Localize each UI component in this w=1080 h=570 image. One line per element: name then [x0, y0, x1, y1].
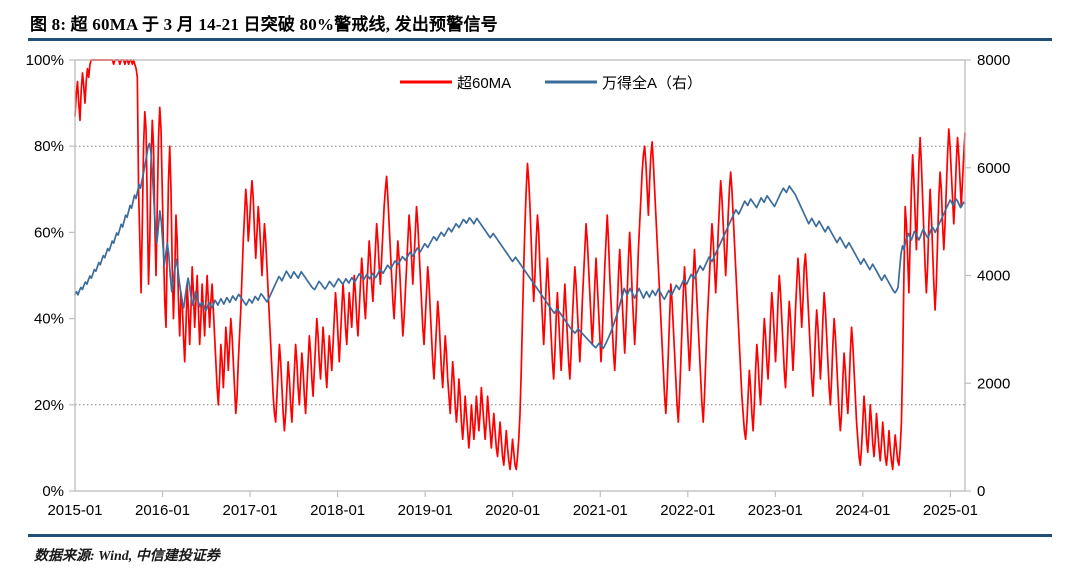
- y-tick-label-right: 4000: [977, 268, 1010, 285]
- y-axis-right-ticks: 0 2000 4000 6000 8000: [965, 52, 1010, 500]
- plot-border: [74, 59, 966, 492]
- series-line: [74, 142, 966, 350]
- y-tick-label-right: 8000: [977, 52, 1010, 69]
- x-tick-label: 2024-01: [835, 502, 890, 519]
- x-tick-label: 2016-01: [135, 502, 190, 519]
- x-tick-label: 2017-01: [223, 502, 278, 519]
- chart-area: 0% 20% 40% 60% 80% 100% 0 2000 4000 6000 8000 201…: [0, 42, 1080, 532]
- y-tick-label-right: 6000: [977, 160, 1010, 177]
- x-tick-label: 2019-01: [398, 502, 453, 519]
- legend-label: 万得全A（右）: [602, 74, 702, 92]
- figure-title: 图 8: 超 60MA 于 3 月 14-21 日突破 80%警戒线, 发出预警…: [30, 15, 498, 34]
- y-tick-label-left: 40%: [34, 311, 64, 328]
- x-axis-ticks: 2015-01 2016-01 2017-01 2018-01 2019-01 2020-…: [47, 491, 978, 519]
- y-tick-label-right: 0: [977, 483, 985, 500]
- x-tick-label: 2018-01: [310, 502, 365, 519]
- series-lines: [74, 59, 966, 471]
- x-tick-label: 2025-01: [923, 502, 978, 519]
- y-tick-label-left: 60%: [34, 224, 64, 241]
- source-divider: [28, 534, 1052, 537]
- y-tick-label-left: 0%: [42, 483, 64, 500]
- line-chart: 0% 20% 40% 60% 80% 100% 0 2000 4000 6000 8000 201…: [26, 52, 1011, 519]
- series-line: [74, 59, 966, 471]
- x-tick-label: 2015-01: [47, 502, 102, 519]
- chart-legend: 超60MA 万得全A（右）: [400, 74, 702, 92]
- title-divider: [28, 38, 1052, 41]
- y-axis-left-ticks: 0% 20% 40% 60% 80% 100%: [26, 52, 75, 500]
- x-tick-label: 2023-01: [748, 502, 803, 519]
- x-tick-label: 2020-01: [485, 502, 540, 519]
- x-tick-label: 2022-01: [660, 502, 715, 519]
- y-tick-label-left: 100%: [26, 52, 64, 69]
- y-tick-label-left: 20%: [34, 397, 64, 414]
- legend-label: 超60MA: [457, 75, 511, 92]
- y-tick-label-left: 80%: [34, 138, 64, 155]
- y-tick-label-right: 2000: [977, 375, 1010, 392]
- figure-source: 数据来源: Wind, 中信建投证券: [34, 549, 220, 564]
- x-tick-label: 2021-01: [573, 502, 628, 519]
